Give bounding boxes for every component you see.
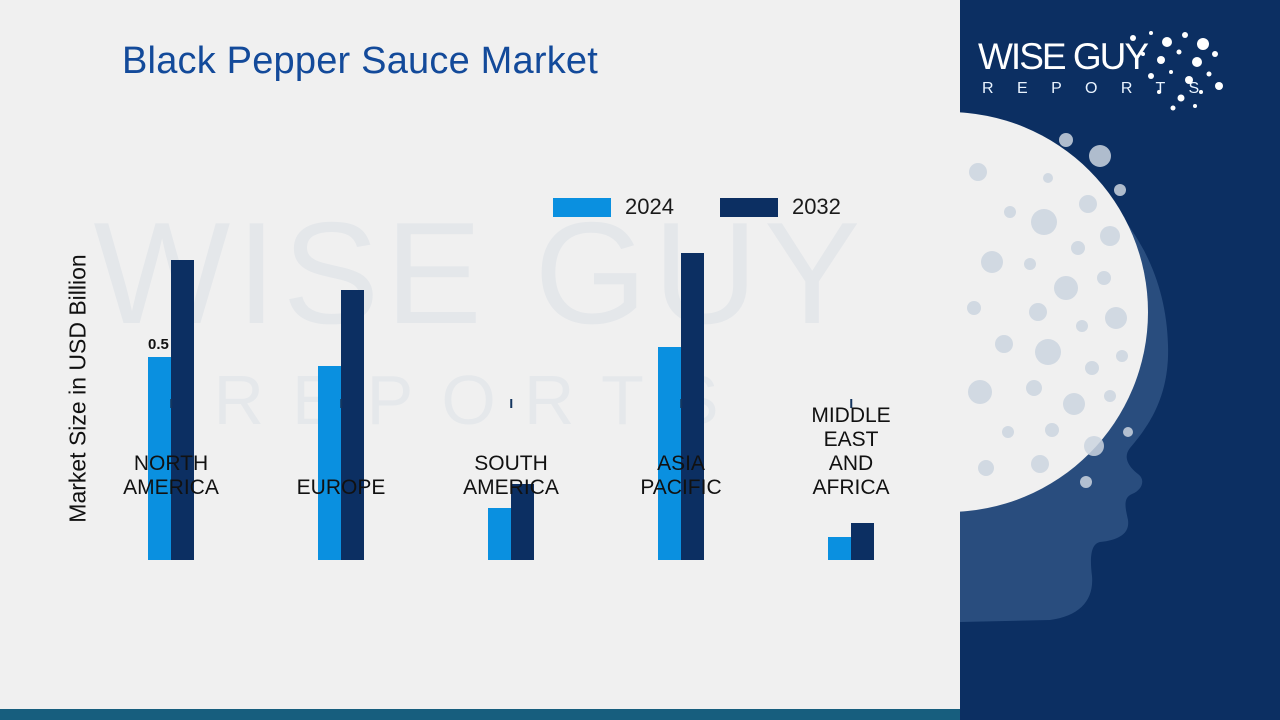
bar-value-label: 0.5 [148,336,169,353]
chart-title: Black Pepper Sauce Market [122,40,599,82]
legend-item-2024[interactable]: 2024 [553,194,674,220]
bar-group: EUROPE [297,250,385,560]
chart-legend: 2024 2032 [553,194,841,220]
bar-pair [828,250,874,560]
bar-pair [658,250,704,560]
legend-label-2024: 2024 [625,194,674,219]
plot-area: 0.5 NORTH AMERICA EUROPE SOUTH AMERICA ASIA PAC… [123,250,891,560]
bar-group: MIDDLE EAST AND AFRICA [811,250,891,560]
bar-2024[interactable] [828,537,851,560]
bottom-accent-strip [0,709,960,720]
logo-primary-text: WISE GUY [978,36,1149,77]
brand-panel: WISE GUY R E P O R T S [960,0,1280,720]
legend-swatch-2032 [719,197,778,217]
bar-pair [148,250,194,560]
category-label: MIDDLE EAST AND AFRICA [811,404,891,499]
legend-label-2032: 2032 [791,194,841,219]
bar-2032[interactable] [681,253,704,560]
wiseguy-logo: WISE GUY R E P O R T S [970,28,1223,114]
molecular-dots-icon [967,133,1133,488]
category-label: EUROPE [296,476,386,499]
axis-tick [340,399,342,408]
axis-tick [170,399,172,408]
bar-2024[interactable] [318,366,341,560]
category-label: SOUTH AMERICA [463,452,559,499]
legend-item-2032[interactable]: 2032 [719,194,841,220]
chart-panel: WISE GUY REPORTS Black Pepper Sauce Mark… [0,40,960,720]
bar-group: ASIA PACIFIC [640,250,722,560]
axis-tick [510,399,512,408]
axis-tick [850,399,852,408]
logo-dots-icon [1130,31,1223,111]
bar-group: 0.5 NORTH AMERICA [123,250,219,560]
bar-2024[interactable] [148,357,171,560]
bar-2032[interactable] [341,290,364,560]
bar-pair [318,250,364,560]
logo-secondary-text: R E P O R T S [982,80,1209,97]
bar-2032[interactable] [851,523,874,560]
bar-pair [488,250,534,560]
bar-group: SOUTH AMERICA [463,250,559,560]
category-label: NORTH AMERICA [123,452,219,499]
legend-swatch-2024 [553,197,611,217]
bar-2024[interactable] [658,347,681,560]
category-label: ASIA PACIFIC [640,452,722,499]
bar-2024[interactable] [488,508,511,560]
axis-tick [680,399,682,408]
bar-2032[interactable] [171,260,194,560]
bar-2032[interactable] [511,484,534,560]
